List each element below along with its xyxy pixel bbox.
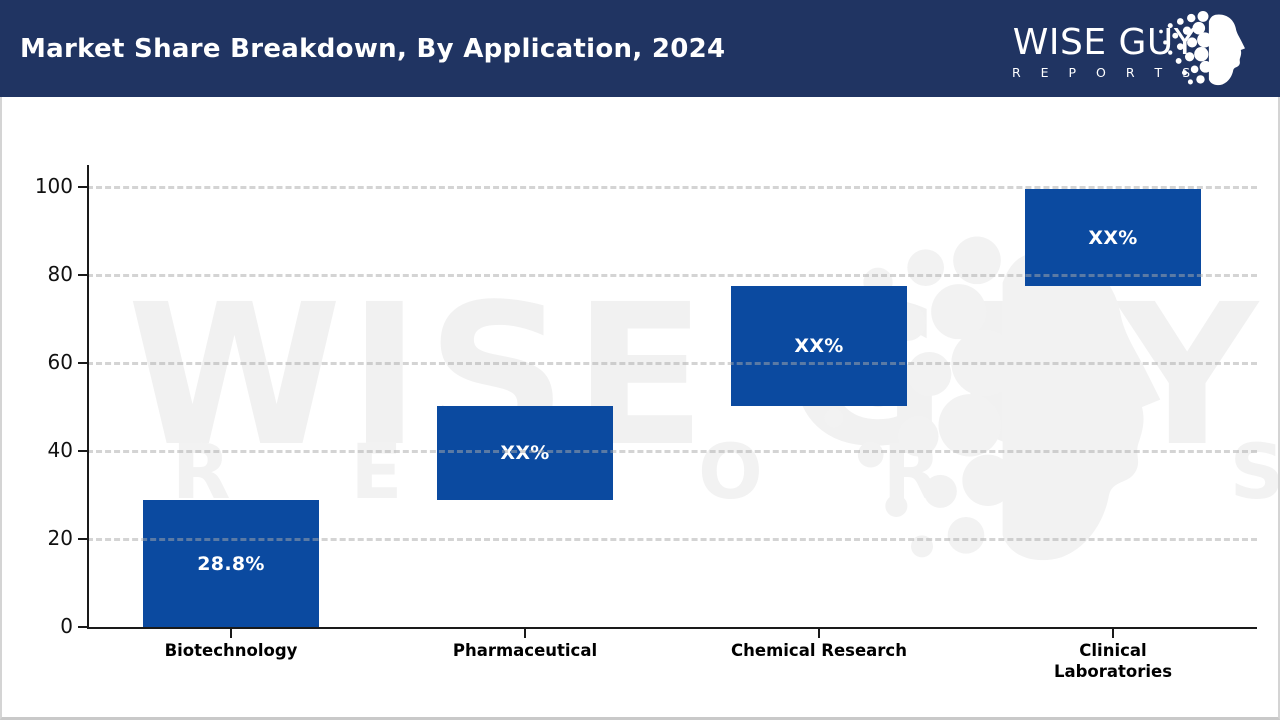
bar-value-label: XX% — [1088, 226, 1138, 249]
y-tick-mark-80 — [78, 274, 87, 276]
y-tick-mark-0 — [78, 626, 87, 628]
y-tick-label-40: 40 — [47, 438, 73, 462]
y-tick-mark-60 — [78, 362, 87, 364]
y-axis-line — [87, 165, 89, 629]
x-tick-mark-3 — [1112, 629, 1114, 638]
y-tick-label-60: 60 — [47, 350, 73, 374]
x-axis-label-1: Pharmaceutical — [452, 641, 598, 660]
bar-biotechnology: 28.8% — [143, 500, 319, 627]
bar-value-label: 28.8% — [197, 552, 265, 575]
y-tick-mark-20 — [78, 538, 87, 540]
gridline-100 — [87, 186, 1257, 189]
x-axis-label-3: Clinical Laboratories — [1053, 641, 1173, 681]
x-axis-label-0: Biotechnology — [164, 641, 298, 660]
bar-pharmaceutical: XX% — [437, 406, 613, 501]
y-tick-label-100: 100 — [34, 174, 73, 198]
header-bar: Market Share Breakdown, By Application, … — [0, 0, 1280, 97]
bar-value-label: XX% — [794, 335, 844, 358]
bar-value-label: XX% — [500, 442, 550, 465]
x-tick-mark-2 — [818, 629, 820, 638]
bar-chemical-research: XX% — [731, 286, 907, 407]
x-axis-line — [87, 627, 1257, 629]
x-tick-mark-1 — [524, 629, 526, 638]
y-tick-label-20: 20 — [47, 526, 73, 550]
bar-clinical-laboratories: XX% — [1025, 189, 1201, 286]
gridline-20 — [87, 538, 1257, 541]
page-title: Market Share Breakdown, By Application, … — [20, 33, 726, 64]
gridline-80 — [87, 274, 1257, 277]
y-tick-label-80: 80 — [47, 262, 73, 286]
x-tick-mark-0 — [230, 629, 232, 638]
y-tick-mark-40 — [78, 450, 87, 452]
y-tick-mark-100 — [78, 186, 87, 188]
gridline-40 — [87, 450, 1257, 453]
wise-guy-head-icon — [1159, 10, 1245, 86]
gridline-60 — [87, 362, 1257, 365]
wise-guy-logo: WISE GUY R E P O R T S — [1012, 8, 1262, 92]
x-axis-label-2: Chemical Research — [731, 641, 907, 660]
logo-subtitle: R E P O R T S — [1012, 65, 1199, 80]
y-tick-label-0: 0 — [60, 614, 73, 638]
